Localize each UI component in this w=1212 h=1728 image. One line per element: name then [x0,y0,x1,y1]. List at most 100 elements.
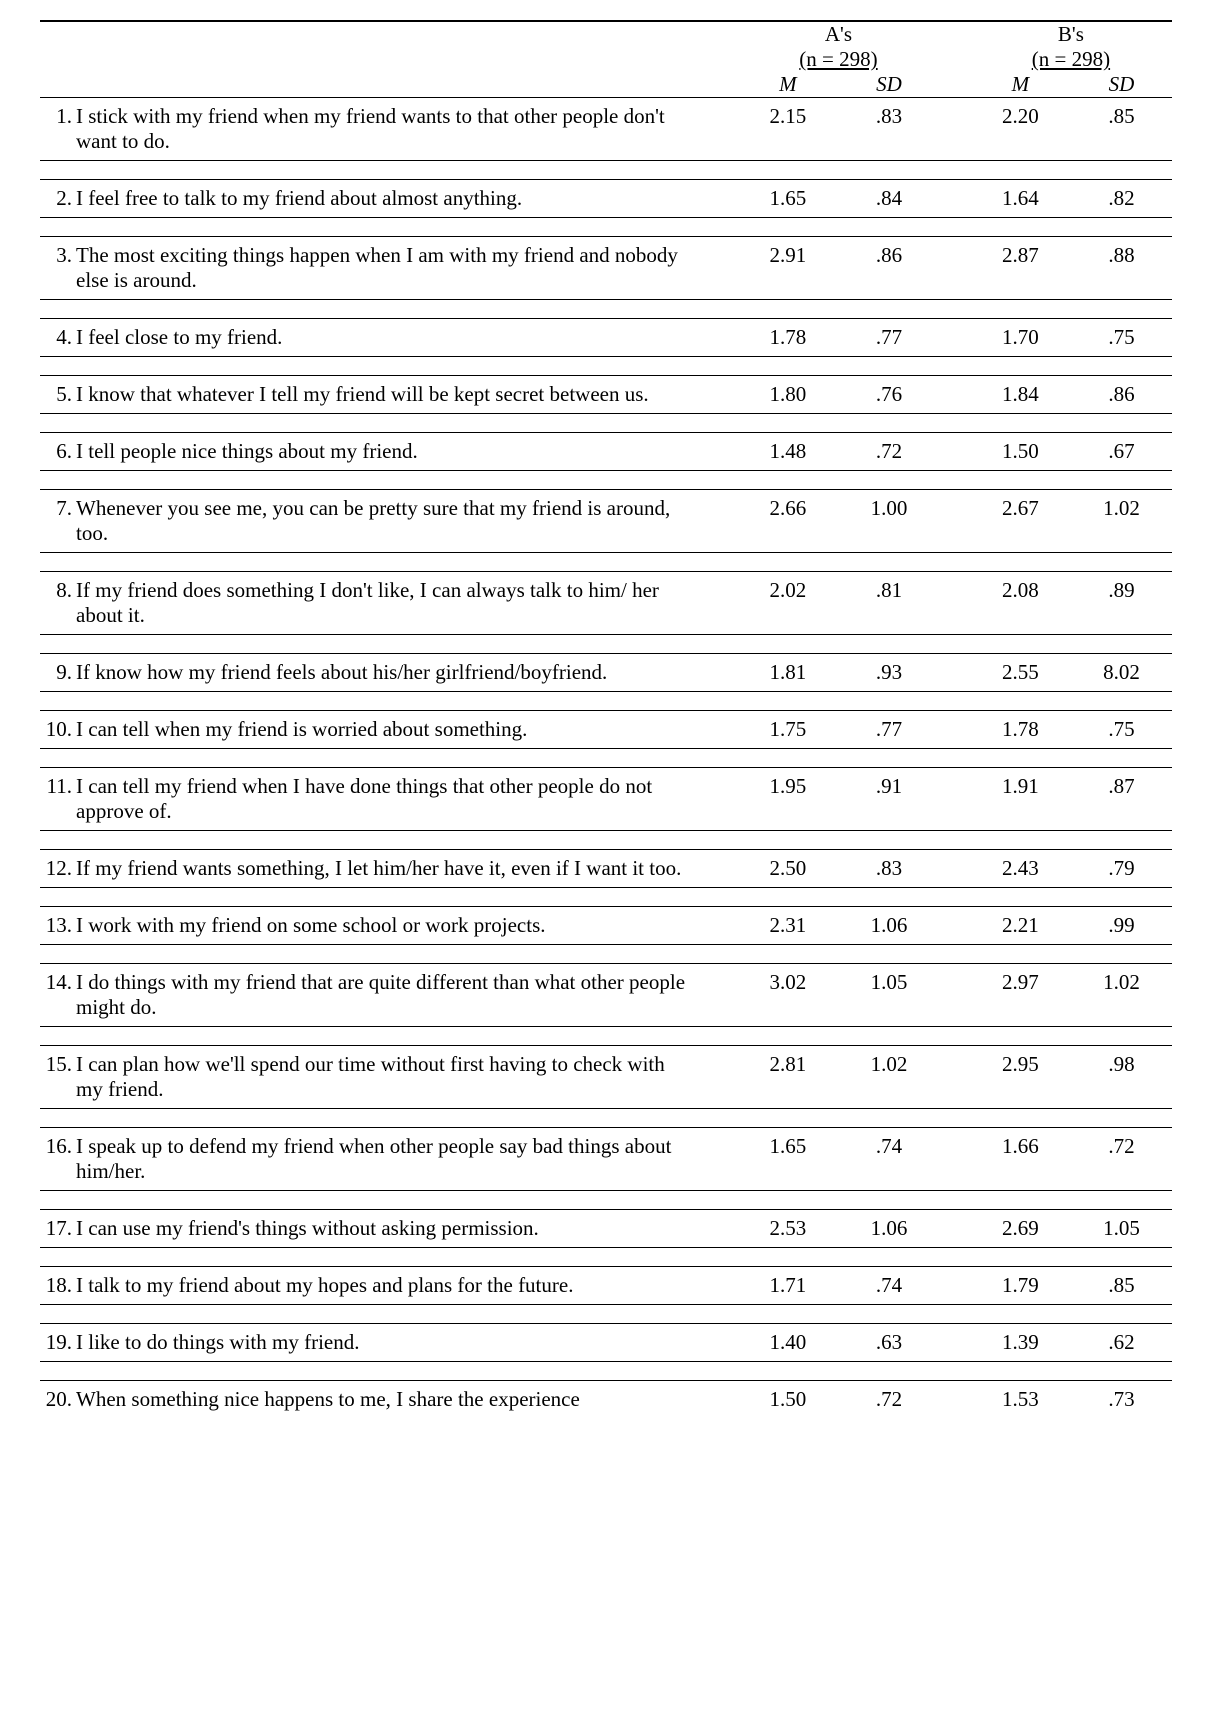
value-am: 2.81 [737,1046,838,1109]
value-am: 2.31 [737,907,838,945]
value-am: 2.91 [737,237,838,300]
value-am: 1.78 [737,319,838,357]
value-asd: .72 [838,433,939,471]
item-cell: 10.I can tell when my friend is worried … [40,711,737,749]
group-b-header: B's (n = 298) [970,21,1172,72]
item-text: If my friend wants something, I let him/… [72,856,696,881]
item-number: 3. [40,243,72,268]
value-am: 1.80 [737,376,838,414]
value-bsd: .75 [1071,711,1172,749]
value-bm: 2.67 [970,490,1071,553]
col-b-sd: SD [1071,72,1172,98]
value-am: 2.66 [737,490,838,553]
value-bm: 2.43 [970,850,1071,888]
value-asd: .77 [838,711,939,749]
item-text: I know that whatever I tell my friend wi… [72,382,696,407]
value-am: 1.95 [737,768,838,831]
item-text: I can tell when my friend is worried abo… [72,717,696,742]
table-row: 7.Whenever you see me, you can be pretty… [40,490,1172,553]
group-b-label: B's [1058,22,1084,46]
value-bm: 2.20 [970,98,1071,161]
value-asd: .93 [838,654,939,692]
value-am: 2.50 [737,850,838,888]
item-number: 12. [40,856,72,881]
value-bsd: .98 [1071,1046,1172,1109]
item-number: 6. [40,439,72,464]
item-cell: 5.I know that whatever I tell my friend … [40,376,737,414]
item-text: When something nice happens to me, I sha… [72,1387,696,1412]
item-text: I talk to my friend about my hopes and p… [72,1273,696,1298]
item-number: 13. [40,913,72,938]
col-b-m: M [970,72,1071,98]
value-bm: 1.53 [970,1381,1071,1419]
value-am: 3.02 [737,964,838,1027]
value-asd: .74 [838,1267,939,1305]
item-number: 9. [40,660,72,685]
item-cell: 6.I tell people nice things about my fri… [40,433,737,471]
group-a-n: (n = 298) [799,47,877,71]
col-a-m: M [737,72,838,98]
value-asd: .91 [838,768,939,831]
item-text: I can plan how we'll spend our time with… [72,1052,696,1102]
value-am: 1.40 [737,1324,838,1362]
item-text: I tell people nice things about my frien… [72,439,696,464]
value-asd: .74 [838,1128,939,1191]
value-bsd: .67 [1071,433,1172,471]
item-number: 1. [40,104,72,129]
table-row: 9.If know how my friend feels about his/… [40,654,1172,692]
table-row: 13.I work with my friend on some school … [40,907,1172,945]
table-row: 16.I speak up to defend my friend when o… [40,1128,1172,1191]
value-bm: 1.50 [970,433,1071,471]
item-number: 11. [40,774,72,799]
table-row: 8.If my friend does something I don't li… [40,572,1172,635]
value-bm: 1.64 [970,180,1071,218]
item-number: 4. [40,325,72,350]
item-cell: 20.When something nice happens to me, I … [40,1381,737,1419]
table-row: 17.I can use my friend's things without … [40,1210,1172,1248]
item-cell: 2.I feel free to talk to my friend about… [40,180,737,218]
value-bsd: 1.02 [1071,964,1172,1027]
value-asd: .77 [838,319,939,357]
value-asd: 1.06 [838,1210,939,1248]
value-bsd: .79 [1071,850,1172,888]
value-bm: 2.69 [970,1210,1071,1248]
item-text: I stick with my friend when my friend wa… [72,104,696,154]
item-number: 18. [40,1273,72,1298]
value-bsd: .89 [1071,572,1172,635]
value-bsd: .62 [1071,1324,1172,1362]
value-bm: 1.78 [970,711,1071,749]
col-a-sd: SD [838,72,939,98]
item-number: 10. [40,717,72,742]
value-asd: .84 [838,180,939,218]
table-row: 18.I talk to my friend about my hopes an… [40,1267,1172,1305]
item-cell: 7.Whenever you see me, you can be pretty… [40,490,737,553]
group-a-label: A's [825,22,852,46]
value-am: 1.81 [737,654,838,692]
item-text: If know how my friend feels about his/he… [72,660,696,685]
item-cell: 11.I can tell my friend when I have done… [40,768,737,831]
table-row: 15.I can plan how we'll spend our time w… [40,1046,1172,1109]
item-text: I like to do things with my friend. [72,1330,696,1355]
value-bsd: .86 [1071,376,1172,414]
item-cell: 16.I speak up to defend my friend when o… [40,1128,737,1191]
value-bm: 1.70 [970,319,1071,357]
value-bm: 1.84 [970,376,1071,414]
item-cell: 3.The most exciting things happen when I… [40,237,737,300]
value-am: 2.02 [737,572,838,635]
value-bsd: .82 [1071,180,1172,218]
item-number: 2. [40,186,72,211]
value-bsd: .88 [1071,237,1172,300]
value-bsd: .75 [1071,319,1172,357]
item-number: 7. [40,496,72,521]
item-number: 19. [40,1330,72,1355]
value-asd: 1.06 [838,907,939,945]
value-am: 2.15 [737,98,838,161]
value-am: 1.65 [737,180,838,218]
value-asd: 1.02 [838,1046,939,1109]
value-bm: 2.87 [970,237,1071,300]
value-bm: 1.79 [970,1267,1071,1305]
value-bsd: .85 [1071,98,1172,161]
item-number: 16. [40,1134,72,1159]
statistics-table: A's (n = 298) B's (n = 298) M SD M SD 1.… [40,20,1172,1418]
value-am: 1.50 [737,1381,838,1419]
